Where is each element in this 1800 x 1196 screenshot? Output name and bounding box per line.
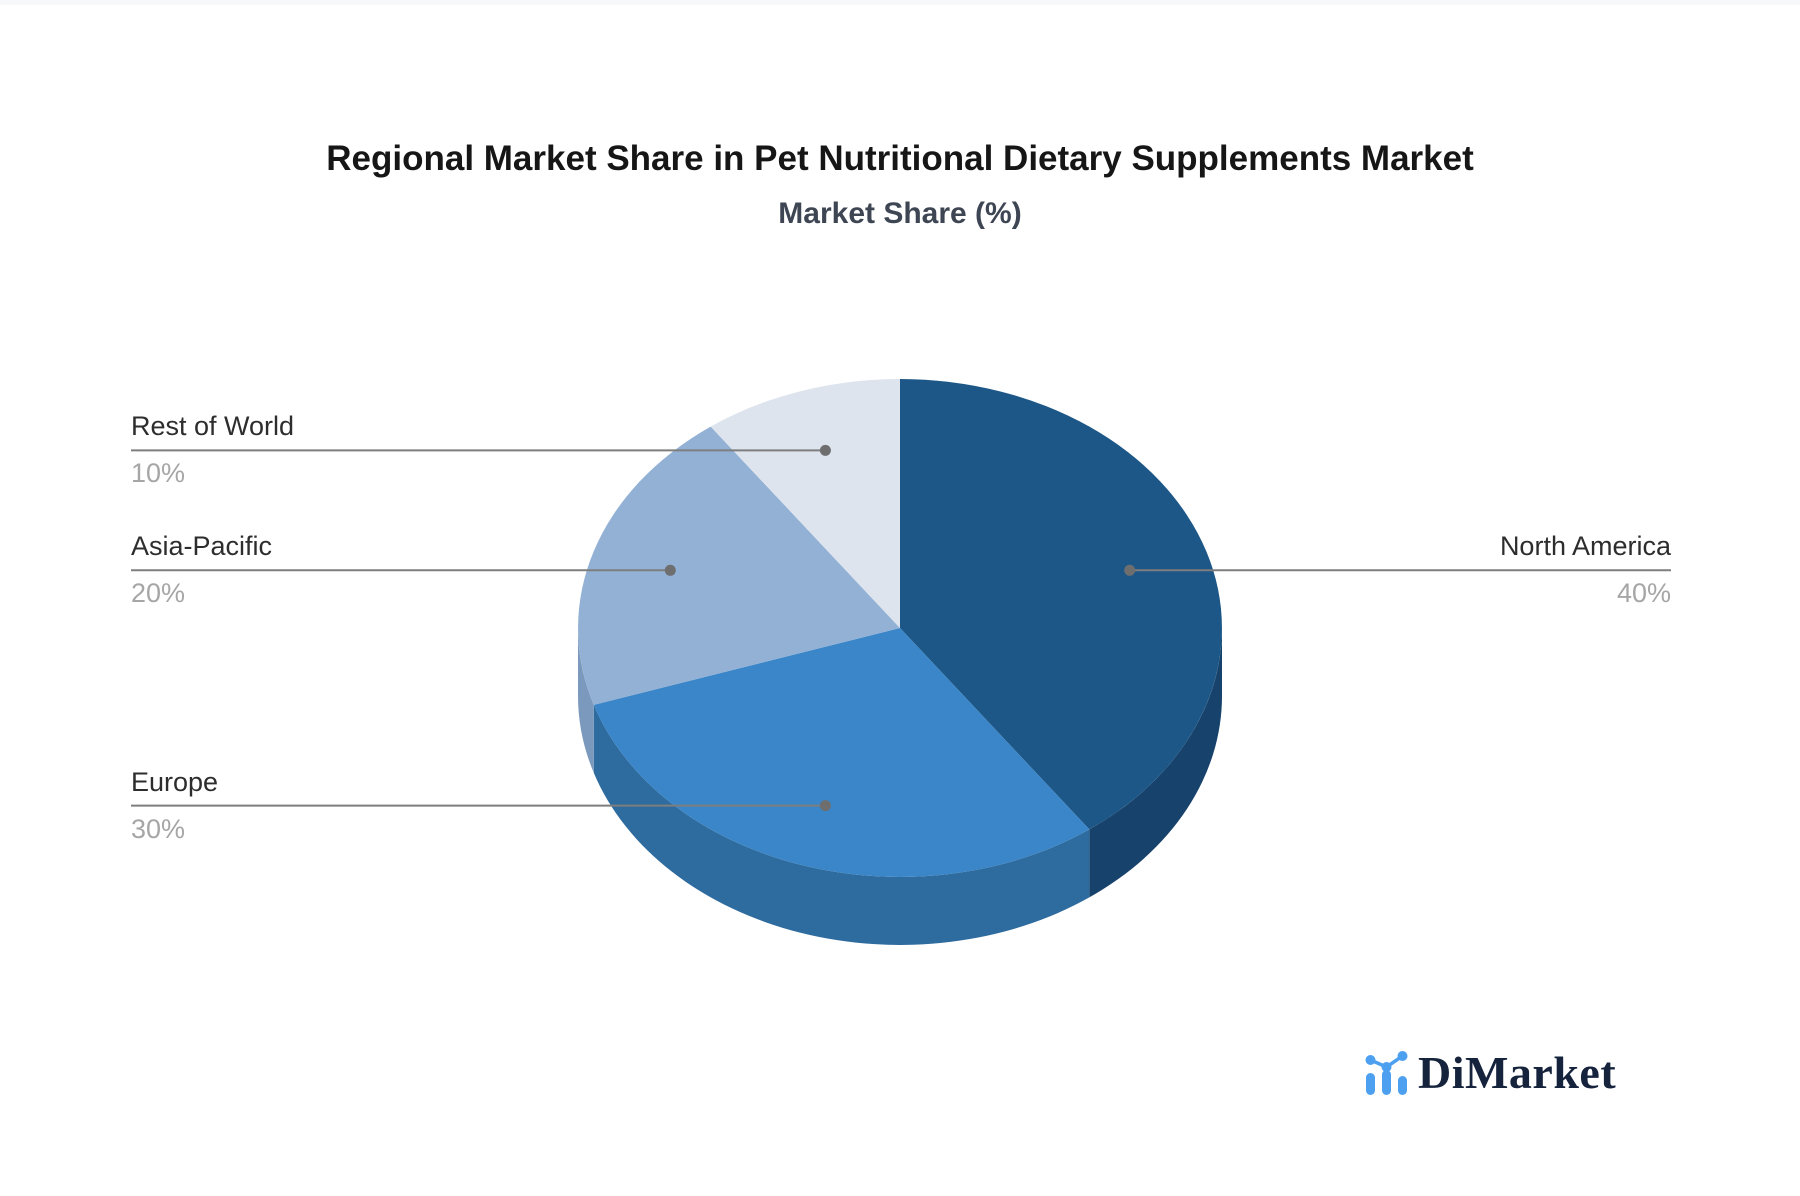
pie-slice-rest-of-world bbox=[710, 379, 900, 628]
callout-label: North America bbox=[1499, 531, 1671, 561]
callout-label: Europe bbox=[131, 767, 219, 797]
pie-slice-north-america bbox=[900, 379, 1222, 830]
pie-slice-side-north-america bbox=[1089, 628, 1222, 898]
callout-value: 40% bbox=[1616, 578, 1671, 608]
callout-label: Rest of World bbox=[131, 411, 295, 441]
chart-title: Regional Market Share in Pet Nutritional… bbox=[326, 139, 1474, 178]
chart-subtitle: Market Share (%) bbox=[778, 197, 1022, 230]
callout-value: 20% bbox=[131, 578, 186, 608]
leader-dot bbox=[664, 564, 676, 576]
pie-slice-asia-pacific bbox=[578, 426, 900, 705]
pie-slice-europe bbox=[593, 628, 1090, 877]
callout-label: Asia-Pacific bbox=[131, 531, 273, 561]
leader-dot bbox=[819, 444, 831, 456]
brand-logo: DiMarket bbox=[1360, 1040, 1616, 1098]
callout-value: 30% bbox=[131, 814, 186, 844]
leader-dot bbox=[1124, 564, 1136, 576]
callout-value: 10% bbox=[131, 458, 186, 488]
pie-slice-side-asia-pacific bbox=[578, 628, 594, 773]
brand-logo-text: DiMarket bbox=[1418, 1047, 1617, 1098]
leader-dot bbox=[819, 800, 831, 812]
top-border bbox=[0, 0, 1800, 5]
pie-slice-side-europe bbox=[593, 704, 1090, 945]
bar-chart-trend-icon bbox=[1365, 1051, 1408, 1095]
